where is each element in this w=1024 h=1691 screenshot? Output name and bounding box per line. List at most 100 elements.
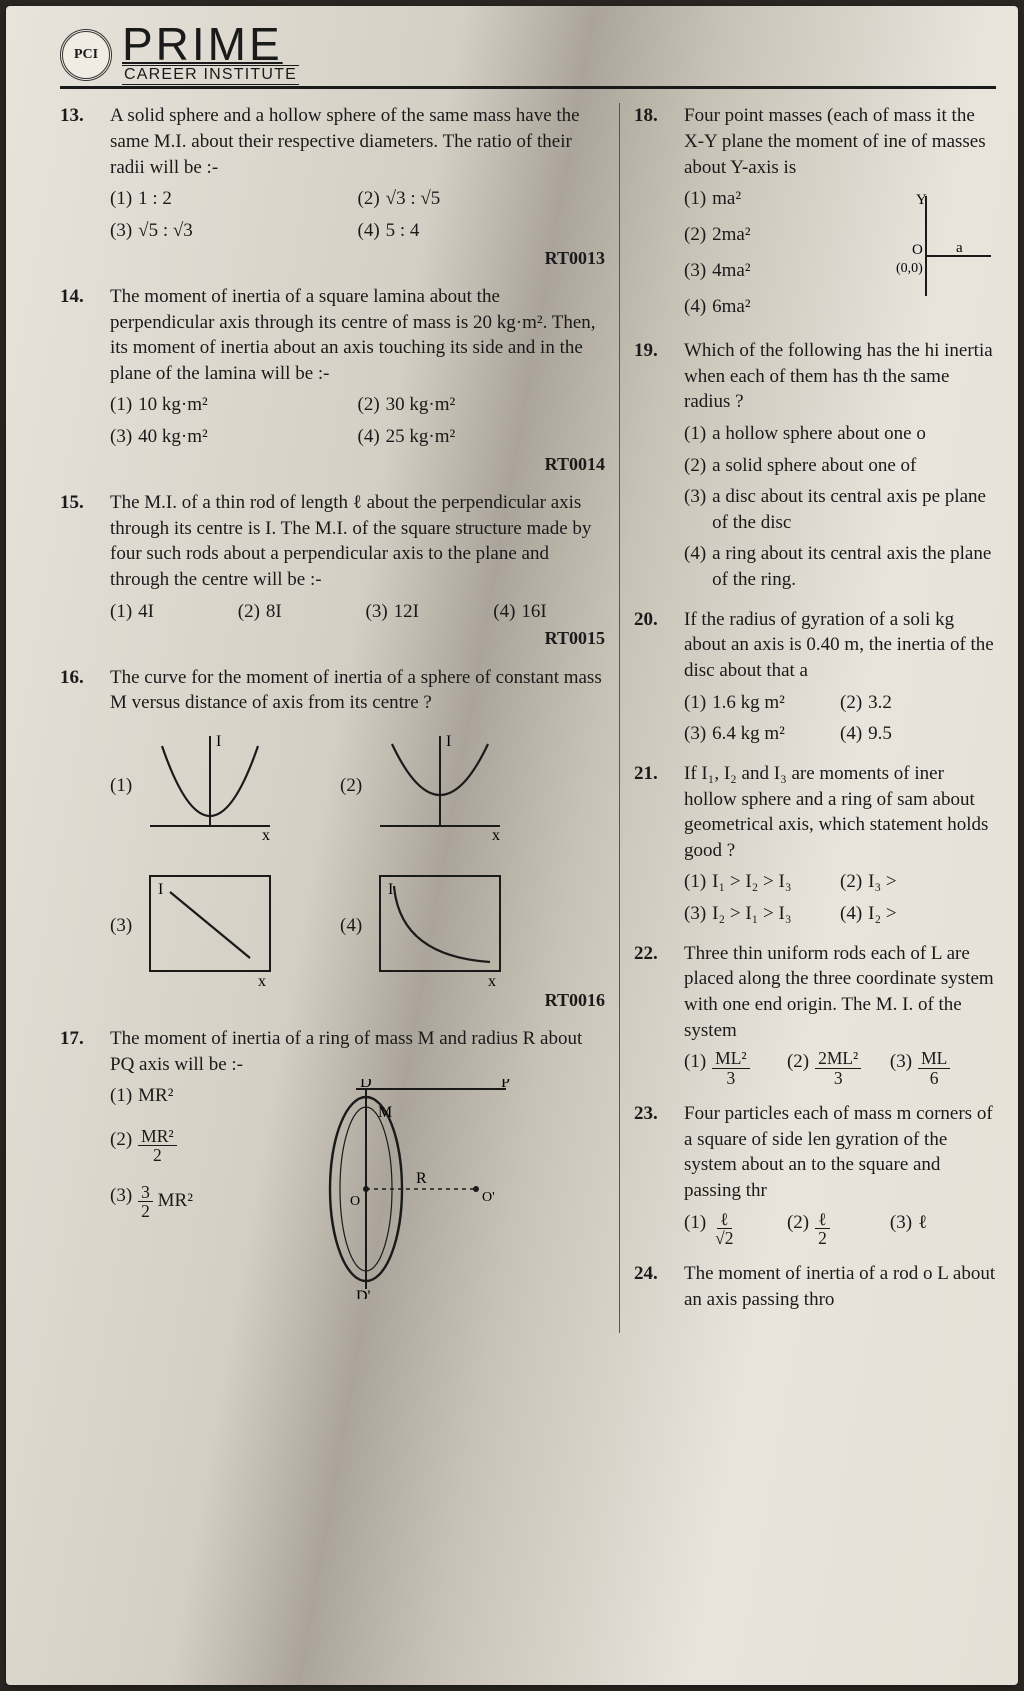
q18-stem: Four point masses (each of mass it the X…: [684, 103, 996, 180]
q21-o3: I₂ > I₁ > I₃: [712, 901, 791, 927]
q13-number: 13.: [60, 103, 100, 243]
q17-number: 17.: [60, 1026, 100, 1299]
svg-text:I: I: [388, 881, 393, 898]
q21-o1-key: (1): [684, 869, 706, 895]
q13-o4: 5 : 4: [386, 218, 420, 244]
q19-o1-key: (1): [684, 421, 706, 447]
q14-stem: The moment of inertia of a square lamina…: [110, 284, 605, 387]
brand-name: PRIME: [122, 24, 299, 65]
q24-number: 24.: [634, 1261, 674, 1318]
q21-o4-key: (4): [840, 901, 862, 927]
q23-o1: ℓ√2: [712, 1210, 736, 1248]
q18-o2: 2ma²: [712, 222, 750, 252]
q21-stem: If I₁, I₂ and I₃ are moments of iner hol…: [684, 761, 996, 864]
q15-o4-key: (4): [493, 599, 515, 625]
question-24: 24. The moment of inertia of a rod o L a…: [634, 1261, 996, 1318]
q20-o2: 3.2: [868, 690, 892, 716]
q13-o4-key: (4): [358, 218, 380, 244]
q20-o1-key: (1): [684, 690, 706, 716]
q14-o2: 30 kg·m²: [386, 392, 456, 418]
q14-o1-key: (1): [110, 392, 132, 418]
q15-o1-key: (1): [110, 599, 132, 625]
q16-code: RT0016: [60, 988, 605, 1012]
q20-o2-key: (2): [840, 690, 862, 716]
q23-o3: ℓ: [918, 1210, 927, 1248]
q20-stem: If the radius of gyration of a soli kg a…: [684, 607, 996, 684]
q19-o3: a disc about its central axis pe plane o…: [712, 484, 996, 535]
q16-graph3-cell: (3) I x: [110, 866, 310, 986]
svg-text:a: a: [956, 240, 963, 256]
q22-o1: ML²3: [712, 1049, 749, 1087]
q16-graph2-icon: I x: [370, 726, 510, 846]
q13-code: RT0013: [60, 246, 605, 270]
q22-o2: 2ML²3: [815, 1049, 861, 1087]
question-15: 15. The M.I. of a thin rod of length ℓ a…: [60, 490, 605, 651]
q20-o3: 6.4 kg m²: [712, 721, 785, 747]
svg-text:M: M: [378, 1104, 392, 1121]
q21-o1: I₁ > I₂ > I₃: [712, 869, 791, 895]
q19-o2: a solid sphere about one of: [712, 453, 916, 479]
q15-o2-key: (2): [238, 599, 260, 625]
q13-o2: √3 : √5: [386, 186, 441, 212]
q19-o4: a ring about its central axis the plane …: [712, 541, 996, 592]
q14-o3-key: (3): [110, 424, 132, 450]
q16-stem: The curve for the moment of inertia of a…: [110, 665, 605, 716]
worksheet-page: PCI PRIME CAREER INSTITUTE 13. A solid s…: [6, 6, 1018, 1685]
q17-o1-key: (1): [110, 1083, 132, 1109]
question-23: 23. Four particles each of mass m corner…: [634, 1101, 996, 1247]
q19-number: 19.: [634, 338, 674, 593]
question-17: 17. The moment of inertia of a ring of m…: [60, 1026, 605, 1299]
q18-o4: 6ma²: [712, 294, 750, 324]
q16-number: 16.: [60, 665, 100, 986]
q16-graph2-cell: (2) I x: [340, 726, 540, 846]
q16-graph-options: (1) I x (2): [110, 726, 605, 986]
q22-stem: Three thin uniform rods each of L are pl…: [684, 941, 996, 1044]
q17-stem: The moment of inertia of a ring of mass …: [110, 1026, 605, 1077]
q22-o3: ML6: [918, 1049, 950, 1087]
q15-number: 15.: [60, 490, 100, 624]
q16-graph1-cell: (1) I x: [110, 726, 310, 846]
q15-o2: 8I: [266, 599, 282, 625]
q20-o4: 9.5: [868, 721, 892, 747]
q14-o1: 10 kg·m²: [138, 392, 208, 418]
brand-subtitle: CAREER INSTITUTE: [122, 65, 299, 85]
two-column-layout: 13. A solid sphere and a hollow sphere o…: [60, 103, 996, 1332]
q14-o2-key: (2): [358, 392, 380, 418]
q17-ring-diagram: D D' P M R O: [306, 1079, 536, 1299]
q16-graph1-icon: I x: [140, 726, 280, 846]
brand-block: PRIME CAREER INSTITUTE: [122, 24, 299, 85]
q15-o3: 12I: [394, 599, 419, 625]
q18-o2-key: (2): [684, 222, 706, 252]
q17-o2-frac: MR²2: [138, 1127, 176, 1165]
question-18: 18. Four point masses (each of mass it t…: [634, 103, 996, 324]
svg-text:x: x: [492, 827, 500, 844]
question-19: 19. Which of the following has the hi in…: [634, 338, 996, 593]
q18-axes-diagram: Y a O (0,0): [896, 186, 996, 324]
q23-o2-key: (2): [787, 1210, 809, 1248]
q19-o3-key: (3): [684, 484, 706, 535]
q16-o1-key: (1): [110, 773, 132, 799]
q14-o4-key: (4): [358, 424, 380, 450]
q16-o4-key: (4): [340, 913, 362, 939]
question-21: 21. If I₁, I₂ and I₃ are moments of iner…: [634, 761, 996, 927]
svg-text:D': D': [356, 1288, 371, 1299]
q24-stem: The moment of inertia of a rod o L about…: [684, 1261, 996, 1312]
q16-graph4-icon: I x: [370, 866, 510, 986]
q18-o3: 4ma²: [712, 258, 750, 288]
q13-o3: √5 : √3: [138, 218, 193, 244]
q15-stem: The M.I. of a thin rod of length ℓ about…: [110, 490, 605, 593]
q13-o1: 1 : 2: [138, 186, 172, 212]
q18-o4-key: (4): [684, 294, 706, 324]
q17-o2-key: (2): [110, 1127, 132, 1165]
q20-o3-key: (3): [684, 721, 706, 747]
svg-text:Y: Y: [916, 192, 927, 208]
q13-stem: A solid sphere and a hollow sphere of th…: [110, 103, 605, 180]
question-14: 14. The moment of inertia of a square la…: [60, 284, 605, 476]
q19-stem: Which of the following has the hi inerti…: [684, 338, 996, 415]
q23-o3-key: (3): [890, 1210, 912, 1248]
q23-number: 23.: [634, 1101, 674, 1247]
q13-o3-key: (3): [110, 218, 132, 244]
svg-text:O: O: [912, 242, 923, 258]
q22-number: 22.: [634, 941, 674, 1087]
q13-o1-key: (1): [110, 186, 132, 212]
